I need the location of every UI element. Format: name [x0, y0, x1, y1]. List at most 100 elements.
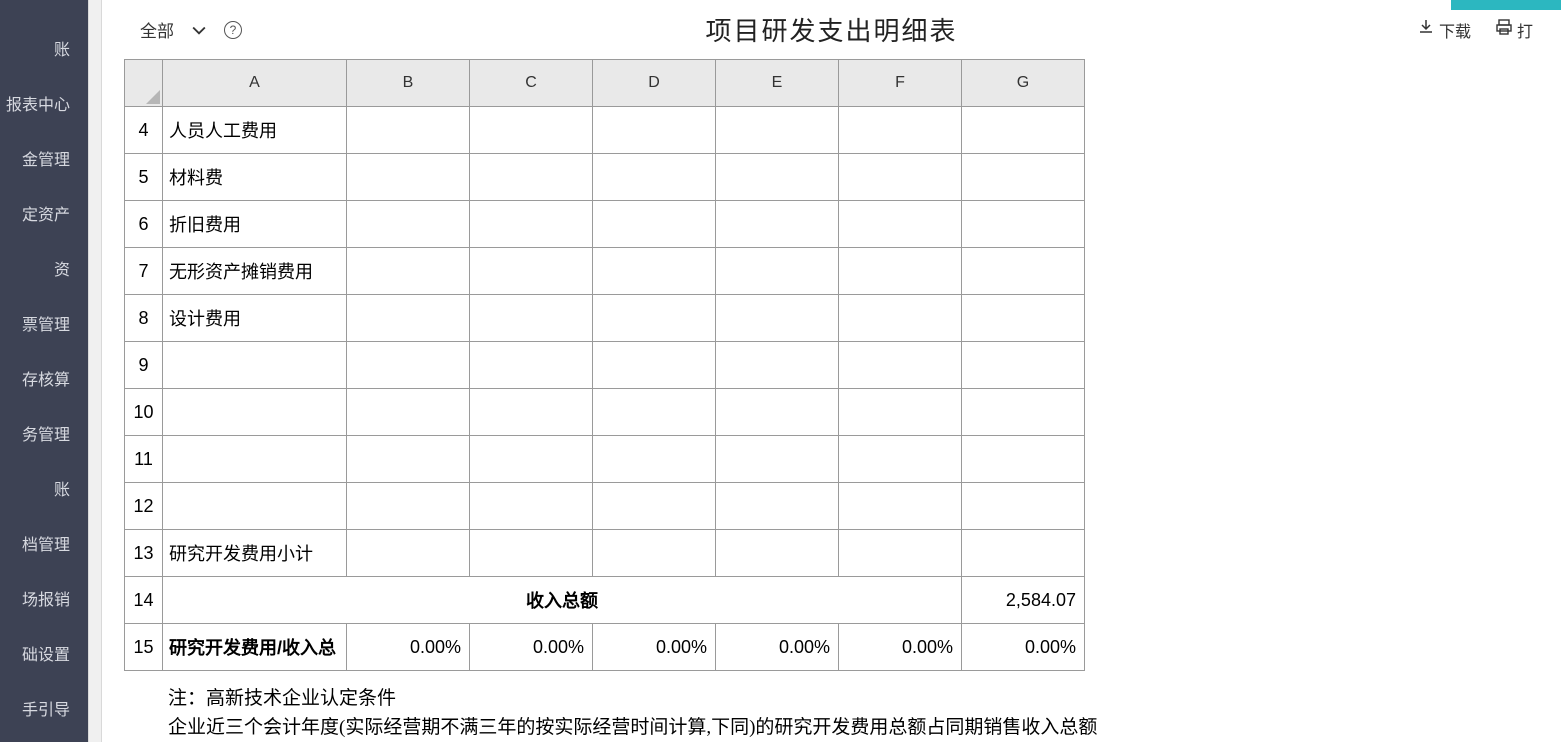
sidebar-item-4[interactable]: 资: [0, 240, 88, 295]
cell[interactable]: [839, 483, 962, 530]
cell[interactable]: [716, 530, 839, 577]
row-header[interactable]: 5: [125, 154, 163, 201]
cell[interactable]: [839, 107, 962, 154]
cell[interactable]: [470, 201, 593, 248]
cell[interactable]: [839, 248, 962, 295]
cell[interactable]: [839, 389, 962, 436]
print-button[interactable]: 打: [1495, 18, 1533, 42]
cell[interactable]: [962, 107, 1085, 154]
cell[interactable]: [716, 342, 839, 389]
row-header[interactable]: 4: [125, 107, 163, 154]
cell[interactable]: [347, 530, 470, 577]
sidebar-item-5[interactable]: 票管理: [0, 295, 88, 350]
sidebar-item-0[interactable]: 账: [0, 20, 88, 75]
col-header-C[interactable]: C: [470, 60, 593, 107]
cell[interactable]: [163, 483, 347, 530]
row-header[interactable]: 11: [125, 436, 163, 483]
cell[interactable]: [839, 530, 962, 577]
cell[interactable]: [347, 389, 470, 436]
cell[interactable]: [716, 483, 839, 530]
cell[interactable]: 材料费: [163, 154, 347, 201]
cell[interactable]: [593, 389, 716, 436]
cell[interactable]: [716, 248, 839, 295]
cell[interactable]: [347, 107, 470, 154]
sidebar-item-6[interactable]: 存核算: [0, 350, 88, 405]
cell-merged-income[interactable]: 收入总额: [163, 577, 962, 624]
col-header-A[interactable]: A: [163, 60, 347, 107]
cell[interactable]: [839, 295, 962, 342]
cell[interactable]: 0.00%: [962, 624, 1085, 671]
cell[interactable]: 无形资产摊销费用: [163, 248, 347, 295]
cell[interactable]: [962, 389, 1085, 436]
cell[interactable]: [593, 107, 716, 154]
row-header[interactable]: 13: [125, 530, 163, 577]
cell[interactable]: [839, 201, 962, 248]
sidebar-item-9[interactable]: 档管理: [0, 515, 88, 570]
row-header[interactable]: 7: [125, 248, 163, 295]
panel-divider[interactable]: [88, 0, 102, 742]
cell[interactable]: [470, 530, 593, 577]
sidebar-item-8[interactable]: 账: [0, 460, 88, 515]
cell[interactable]: [470, 483, 593, 530]
row-header[interactable]: 15: [125, 624, 163, 671]
cell[interactable]: [470, 154, 593, 201]
cell[interactable]: 0.00%: [470, 624, 593, 671]
sidebar-item-2[interactable]: 金管理: [0, 130, 88, 185]
filter-dropdown[interactable]: 全部 ?: [140, 17, 242, 42]
cell[interactable]: [716, 295, 839, 342]
col-header-D[interactable]: D: [593, 60, 716, 107]
cell[interactable]: [962, 201, 1085, 248]
cell[interactable]: [962, 530, 1085, 577]
cell[interactable]: [347, 342, 470, 389]
row-header[interactable]: 12: [125, 483, 163, 530]
cell[interactable]: [347, 248, 470, 295]
cell[interactable]: [962, 154, 1085, 201]
col-header-B[interactable]: B: [347, 60, 470, 107]
cell[interactable]: 0.00%: [716, 624, 839, 671]
cell[interactable]: [962, 248, 1085, 295]
cell[interactable]: [593, 295, 716, 342]
cell[interactable]: [347, 436, 470, 483]
cell[interactable]: 0.00%: [593, 624, 716, 671]
cell[interactable]: [163, 342, 347, 389]
col-header-F[interactable]: F: [839, 60, 962, 107]
cell[interactable]: [716, 389, 839, 436]
cell[interactable]: 0.00%: [347, 624, 470, 671]
cell[interactable]: [716, 107, 839, 154]
cell[interactable]: [962, 483, 1085, 530]
cell[interactable]: 人员人工费用: [163, 107, 347, 154]
cell[interactable]: [593, 154, 716, 201]
cell[interactable]: [593, 342, 716, 389]
cell[interactable]: [716, 201, 839, 248]
cell[interactable]: 研究开发费用小计: [163, 530, 347, 577]
cell[interactable]: 2,584.07: [962, 577, 1085, 624]
col-header-G[interactable]: G: [962, 60, 1085, 107]
cell[interactable]: 0.00%: [839, 624, 962, 671]
cell[interactable]: [163, 389, 347, 436]
cell[interactable]: [470, 248, 593, 295]
cell[interactable]: 折旧费用: [163, 201, 347, 248]
sidebar-item-12[interactable]: 手引导: [0, 680, 88, 735]
cell[interactable]: [470, 107, 593, 154]
row-header[interactable]: 8: [125, 295, 163, 342]
sidebar-item-7[interactable]: 务管理: [0, 405, 88, 460]
cell[interactable]: [470, 436, 593, 483]
cell[interactable]: [593, 248, 716, 295]
sidebar-item-11[interactable]: 础设置: [0, 625, 88, 680]
row-header[interactable]: 10: [125, 389, 163, 436]
cell[interactable]: 研究开发费用/收入总: [163, 624, 347, 671]
spreadsheet[interactable]: A B C D E F G 4 人员人工费用 5 材料费 6 折旧费用: [102, 59, 1561, 742]
cell[interactable]: [470, 295, 593, 342]
row-header[interactable]: 9: [125, 342, 163, 389]
cell[interactable]: [716, 154, 839, 201]
cell[interactable]: [839, 342, 962, 389]
cell[interactable]: [839, 154, 962, 201]
col-header-E[interactable]: E: [716, 60, 839, 107]
cell[interactable]: [347, 295, 470, 342]
cell[interactable]: 设计费用: [163, 295, 347, 342]
cell[interactable]: [347, 483, 470, 530]
sidebar-item-3[interactable]: 定资产: [0, 185, 88, 240]
cell[interactable]: [962, 295, 1085, 342]
cell[interactable]: [470, 389, 593, 436]
download-button[interactable]: 下载: [1417, 18, 1471, 42]
